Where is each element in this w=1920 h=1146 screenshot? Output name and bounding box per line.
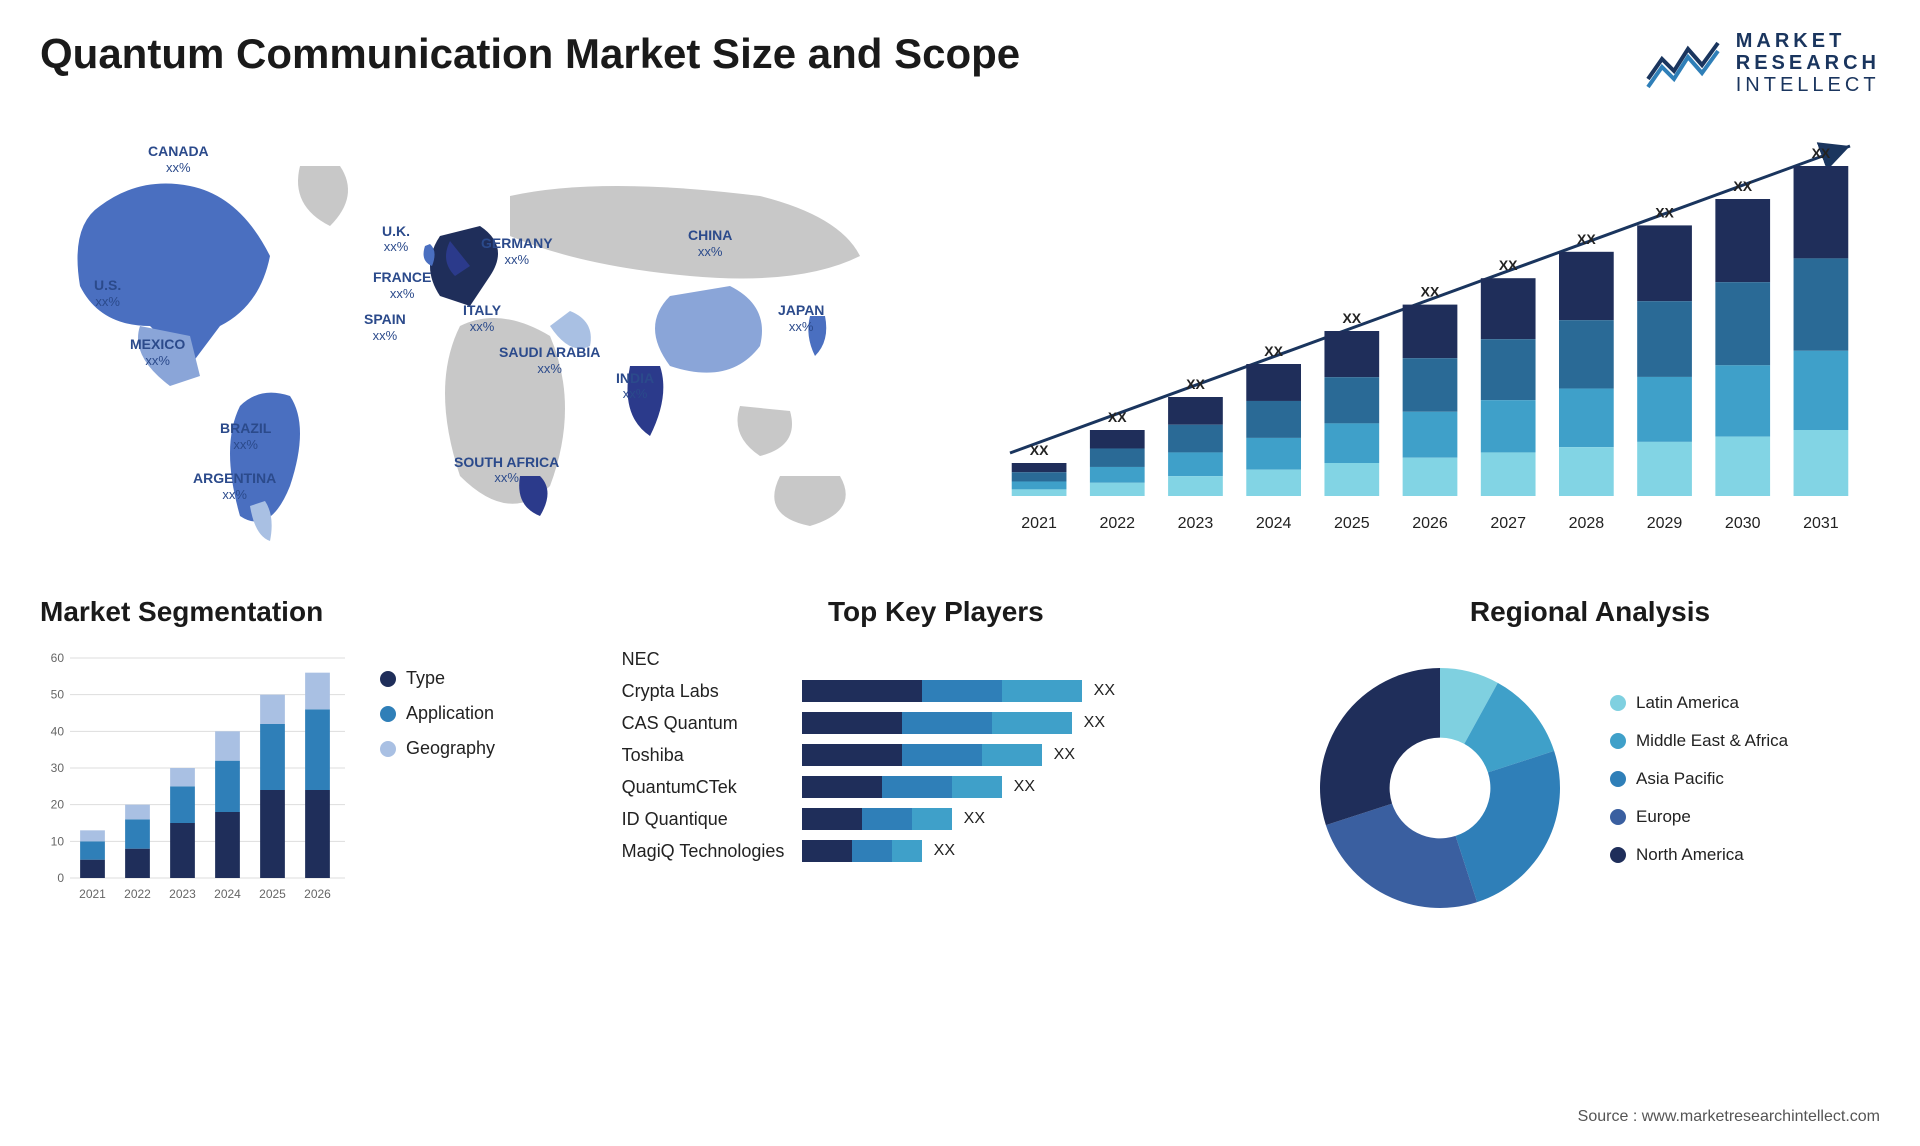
segmentation-legend: Type Application Geography <box>380 668 495 773</box>
map-label-spain: SPAINxx% <box>364 311 406 343</box>
map-label-uk: U.K.xx% <box>382 223 410 255</box>
seg-legend-application: Application <box>380 703 495 724</box>
svg-text:2026: 2026 <box>304 887 331 901</box>
segmentation-panel: Market Segmentation 0 10 20 30 40 50 60 2021 202… <box>40 596 572 928</box>
svg-text:XX: XX <box>1186 376 1205 392</box>
svg-text:2022: 2022 <box>1099 515 1135 532</box>
seg-legend-type: Type <box>380 668 495 689</box>
svg-text:XX: XX <box>1577 231 1596 247</box>
svg-text:2025: 2025 <box>259 887 286 901</box>
map-label-france: FRANCExx% <box>373 269 431 301</box>
svg-text:2024: 2024 <box>214 887 241 901</box>
segmentation-chart: 0 10 20 30 40 50 60 2021 2022 2023 2024 2025 2026 <box>40 648 350 908</box>
brand-logo: MARKET RESEARCH INTELLECT <box>1644 30 1880 96</box>
svg-text:2025: 2025 <box>1334 515 1370 532</box>
world-map: CANADAxx% U.S.xx% MEXICOxx% BRAZILxx% ARGENT… <box>40 126 940 546</box>
kp-row-cryptalabs: Crypta LabsXX <box>622 680 1250 702</box>
regional-title: Regional Analysis <box>1300 596 1880 628</box>
regional-donut <box>1300 648 1580 928</box>
map-label-italy: ITALYxx% <box>463 302 501 334</box>
svg-text:50: 50 <box>51 688 65 702</box>
regional-panel: Regional Analysis Latin America Middle Ea… <box>1300 596 1880 928</box>
map-label-us: U.S.xx% <box>94 277 121 309</box>
region-legend-asiapacific: Asia Pacific <box>1610 769 1788 789</box>
svg-text:XX: XX <box>1030 442 1049 458</box>
svg-text:2023: 2023 <box>1178 515 1214 532</box>
svg-text:XX: XX <box>1421 284 1440 300</box>
svg-text:2024: 2024 <box>1256 515 1292 532</box>
svg-text:2023: 2023 <box>169 887 196 901</box>
svg-text:2022: 2022 <box>124 887 151 901</box>
svg-text:2030: 2030 <box>1725 515 1761 532</box>
svg-text:20: 20 <box>51 798 65 812</box>
svg-text:10: 10 <box>51 834 65 848</box>
map-label-mexico: MEXICOxx% <box>130 336 185 368</box>
map-label-japan: JAPANxx% <box>778 302 824 334</box>
svg-text:XX: XX <box>1342 310 1361 326</box>
svg-text:2027: 2027 <box>1490 515 1526 532</box>
kp-row-magiqtechnologies: MagiQ TechnologiesXX <box>622 840 1250 862</box>
page-title: Quantum Communication Market Size and Sc… <box>40 30 1020 78</box>
kp-row-casquantum: CAS QuantumXX <box>622 712 1250 734</box>
svg-text:XX: XX <box>1733 178 1752 194</box>
kp-row-quantumctek: QuantumCTekXX <box>622 776 1250 798</box>
map-label-argentina: ARGENTINAxx% <box>193 470 276 502</box>
key-players-panel: Top Key Players NEC Crypta LabsXX CAS Quan… <box>622 596 1250 928</box>
svg-text:XX: XX <box>1264 343 1283 359</box>
map-label-canada: CANADAxx% <box>148 143 209 175</box>
source-attribution: Source : www.marketresearchintellect.com <box>1578 1108 1880 1126</box>
svg-text:2021: 2021 <box>79 887 106 901</box>
region-legend-europe: Europe <box>1610 807 1788 827</box>
svg-text:2021: 2021 <box>1021 515 1057 532</box>
svg-text:XX: XX <box>1108 409 1127 425</box>
svg-text:XX: XX <box>1499 257 1518 273</box>
logo-text: MARKET RESEARCH INTELLECT <box>1736 30 1880 96</box>
map-label-germany: GERMANYxx% <box>481 235 553 267</box>
map-label-china: CHINAxx% <box>688 227 732 259</box>
svg-text:2028: 2028 <box>1569 515 1605 532</box>
svg-text:XX: XX <box>1655 204 1674 220</box>
svg-text:2029: 2029 <box>1647 515 1683 532</box>
key-players-title: Top Key Players <box>622 596 1250 628</box>
map-label-india: INDIAxx% <box>616 370 654 402</box>
region-legend-northamerica: North America <box>1610 845 1788 865</box>
growth-chart: XX 2021 XX 2022 XX 2023 XX 2024 XX 2025 XX 2026 XX 20… <box>980 126 1880 546</box>
kp-row-idquantique: ID QuantiqueXX <box>622 808 1250 830</box>
logo-icon <box>1644 35 1724 91</box>
svg-text:2026: 2026 <box>1412 515 1448 532</box>
seg-legend-geography: Geography <box>380 738 495 759</box>
region-legend-latinamerica: Latin America <box>1610 693 1788 713</box>
kp-row-toshiba: ToshibaXX <box>622 744 1250 766</box>
svg-text:40: 40 <box>51 724 65 738</box>
kp-row-nec: NEC <box>622 648 1250 670</box>
regional-legend: Latin America Middle East & Africa Asia Pa… <box>1610 693 1788 883</box>
svg-text:30: 30 <box>51 761 65 775</box>
map-label-southafrica: SOUTH AFRICAxx% <box>454 454 559 486</box>
svg-text:2031: 2031 <box>1803 515 1839 532</box>
region-legend-middleeastafrica: Middle East & Africa <box>1610 731 1788 751</box>
segmentation-title: Market Segmentation <box>40 596 572 628</box>
svg-text:60: 60 <box>51 651 65 665</box>
map-label-saudiarabia: SAUDI ARABIAxx% <box>499 344 600 376</box>
svg-text:0: 0 <box>57 871 64 885</box>
svg-text:XX: XX <box>1812 145 1831 161</box>
key-players-chart: NEC Crypta LabsXX CAS QuantumXX ToshibaXX Qu… <box>622 648 1250 862</box>
map-label-brazil: BRAZILxx% <box>220 420 271 452</box>
